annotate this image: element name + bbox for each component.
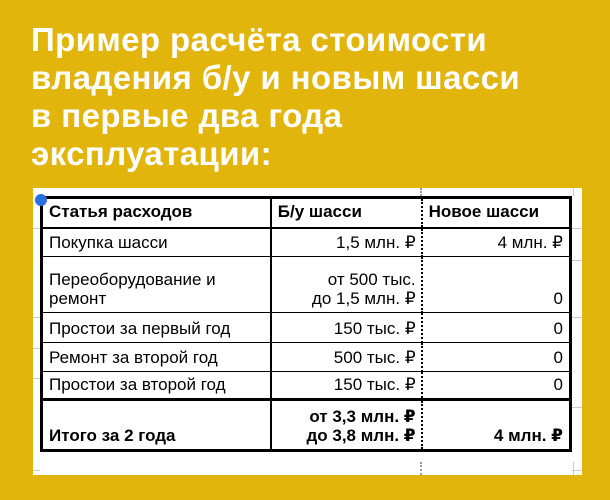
gridline-stub (33, 470, 40, 471)
cell-new-value: 0 (553, 348, 563, 367)
cost-comparison-table: Статья расходов Б/у шасси Новое шасси По… (40, 196, 572, 452)
table-row: Простои за первый год 150 тыс. ₽ 0 (41, 312, 571, 343)
gridline-stub (572, 317, 582, 318)
cell-new-value: 0 (553, 319, 563, 338)
cell-used-value: от 500 тыс. до 1,5 млн. ₽ (270, 256, 423, 313)
cell-label: Ремонт за второй год (41, 342, 272, 372)
gridline-stub (573, 188, 574, 196)
cell-label: Простои за первый год (41, 312, 272, 343)
cell-total-used-value: от 3,3 млн. ₽ до 3,8 млн. ₽ (270, 399, 423, 451)
page-title: Пример расчёта стоимости владения б/у и … (31, 21, 520, 173)
title-line: в первые два года (31, 97, 343, 134)
gridline-stub (420, 462, 422, 475)
gridline-stub (572, 470, 582, 471)
gridline-stub (420, 188, 422, 196)
cell-label: Переоборудование и ремонт (41, 256, 272, 313)
gridline-stub (572, 228, 582, 229)
gridline-stub (572, 407, 582, 408)
table-total-row: Итого за 2 года от 3,3 млн. ₽ до 3,8 млн… (41, 399, 571, 451)
selection-handle-dot (35, 194, 47, 206)
cell-used-value: 150 тыс. ₽ (270, 371, 423, 400)
table-header-row: Статья расходов Б/у шасси Новое шасси (41, 197, 571, 229)
gridline-stub (33, 348, 40, 349)
cell-used-value: 150 тыс. ₽ (270, 312, 423, 343)
cell-total-new-value: 4 млн. ₽ (493, 426, 563, 445)
title-line: владения б/у и новым шасси (31, 59, 521, 96)
table-row: Ремонт за второй год 500 тыс. ₽ 0 (41, 342, 571, 372)
cell-new-value: 0 (553, 289, 563, 308)
col-header-expense-item: Статья расходов (41, 197, 272, 229)
gridline-stub (33, 228, 40, 229)
table-row: Простои за второй год 150 тыс. ₽ 0 (41, 371, 571, 400)
cell-label: Простои за второй год (41, 371, 272, 400)
value-line: до 3,8 млн. ₽ (306, 426, 416, 445)
gridline-stub (572, 260, 582, 261)
spreadsheet-screenshot: Статья расходов Б/у шасси Новое шасси По… (33, 188, 582, 475)
title-line: Пример расчёта стоимости (31, 21, 488, 58)
cell-used-value: 1,5 млн. ₽ (270, 227, 423, 257)
cell-label: Покупка шасси (41, 227, 272, 257)
value-line: до 1,5 млн. ₽ (311, 289, 416, 308)
gridline-stub (33, 378, 40, 379)
table-row: Переоборудование и ремонт от 500 тыс. до… (41, 256, 571, 313)
gridline-stub (33, 317, 40, 318)
cell-new-value: 4 млн. ₽ (497, 233, 563, 252)
gridline-stub (573, 462, 574, 475)
col-header-used-chassis: Б/у шасси (270, 197, 423, 229)
table-row: Покупка шасси 1,5 млн. ₽ 4 млн. ₽ (41, 227, 571, 257)
cell-new-value: 0 (553, 375, 563, 394)
value-line: от 500 тыс. (327, 270, 416, 289)
value-line: от 3,3 млн. ₽ (309, 407, 416, 426)
cell-total-label: Итого за 2 года (41, 399, 272, 451)
title-line: эксплуатации: (31, 135, 272, 172)
cell-used-value: 500 тыс. ₽ (270, 342, 423, 372)
col-header-new-chassis: Новое шасси (421, 197, 571, 229)
